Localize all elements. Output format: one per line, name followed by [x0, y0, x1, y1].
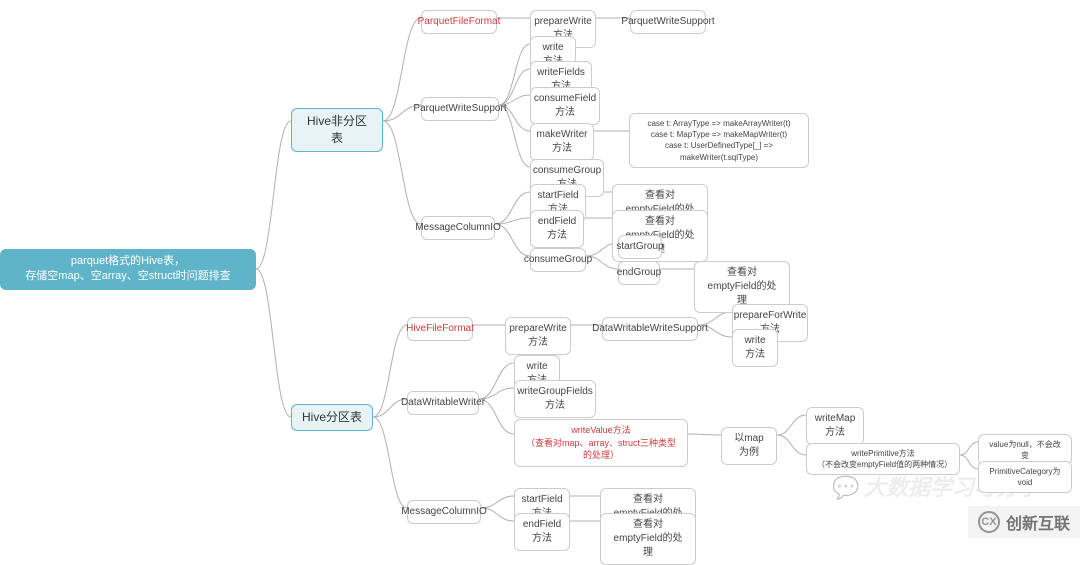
edge-n2b3-n2b3a [688, 434, 721, 435]
node-n1b: ParquetWriteSupport [421, 97, 499, 121]
node-n1a: ParquetFileFormat [421, 10, 497, 34]
edge-n1c-n1c1 [495, 192, 530, 224]
node-n1c3: consumeGroup [530, 248, 586, 272]
node-n2c: MessageColumnIO [407, 500, 481, 524]
node-n1c3a: startGroup [618, 235, 662, 259]
edge-n2b-n2b1 [479, 363, 514, 399]
edge-n1b-n1b2 [499, 69, 530, 105]
node-n2c2a: 查看对emptyField的处理 [600, 513, 696, 565]
node-n2b2: writeGroupFields方法 [514, 380, 596, 418]
node-n1b4: makeWriter方法 [530, 123, 594, 161]
brand-logo-icon: CX [978, 511, 1000, 533]
node-n2b3a2b: PrimitiveCategory为void [978, 461, 1072, 493]
edge-n2b3a2-n2b3a2a [960, 442, 978, 455]
watermark-brand-text: 创新互联 [1006, 510, 1070, 534]
node-n2a: HiveFileFormat [407, 317, 473, 341]
edge-n2b3a2-n2b3a2b [960, 455, 978, 469]
node-n2a1a: DataWritableWriteSupport [602, 317, 698, 341]
node-root: parquet格式的Hive表， 存储空map、空array、空struct时问… [0, 249, 256, 290]
node-n2b3a2: writePrimitive方法 （不会改变emptyField值的两种情况） [806, 443, 960, 475]
node-n1: Hive非分区表 [291, 108, 383, 152]
edge-n1b-n1b1 [499, 44, 530, 105]
node-n1b3: consumeField方法 [530, 87, 600, 125]
edge-root-n2 [256, 269, 291, 417]
node-n1c3b: endGroup [618, 261, 660, 285]
mindmap-canvas: 💬 大数据学习与分享 CX 创新互联 parquet格式的Hive表， 存储空m… [0, 0, 1080, 538]
node-n2b3a: 以map为例 [721, 427, 777, 465]
edge-root-n1 [256, 121, 291, 269]
node-n2b3a1: writeMap方法 [806, 407, 864, 445]
node-n2b: DataWritableWriter [407, 391, 479, 415]
edge-n2b3a-n2b3a1 [777, 415, 806, 435]
edge-n2-n2c [373, 417, 407, 508]
node-n2b3: writeValue方法 （查看对map、array、struct三种类型的处理… [514, 419, 688, 467]
node-n1a1a: ParquetWriteSupport [630, 10, 706, 34]
node-n2a1: prepareWrite方法 [505, 317, 571, 355]
node-n1c2: endField方法 [530, 210, 584, 248]
node-n2c2: endField方法 [514, 513, 570, 551]
node-n2: Hive分区表 [291, 404, 373, 431]
node-n1c: MessageColumnIO [421, 216, 495, 240]
edge-n2b3a-n2b3a2 [777, 435, 806, 455]
watermark-brand: CX 创新互联 [968, 506, 1080, 538]
node-n1b4a: case t: ArrayType => makeArrayWriter(t) … [629, 113, 809, 168]
edge-n1-n1c [383, 121, 421, 224]
node-n2a1a2: write方法 [732, 329, 778, 367]
